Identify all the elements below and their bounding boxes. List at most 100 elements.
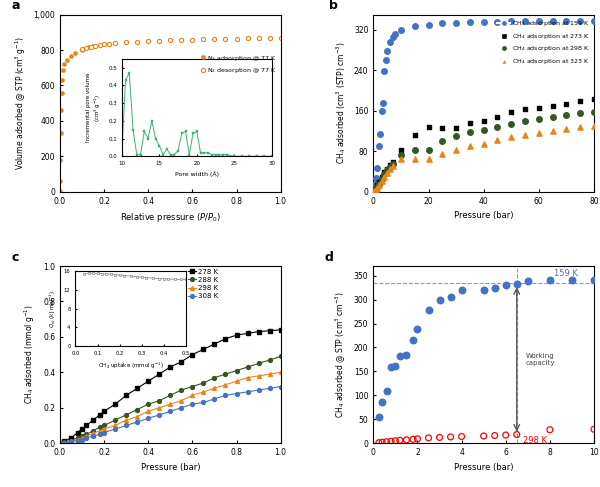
N$_2$ adsorption @ 77 K xyxy=(85,44,92,50)
278 K xyxy=(96,412,103,418)
N$_2$ adsorption @ 77 K xyxy=(58,107,65,113)
Point xyxy=(381,56,391,64)
Point xyxy=(377,177,386,185)
Point xyxy=(424,155,433,163)
Point xyxy=(545,277,554,284)
Point xyxy=(371,184,381,192)
Point xyxy=(512,431,521,438)
Point xyxy=(575,97,585,105)
Point xyxy=(385,162,395,169)
Point xyxy=(377,398,387,406)
Point xyxy=(437,19,447,27)
N$_2$ adsorption @ 77 K xyxy=(63,57,70,63)
288 K xyxy=(244,364,251,370)
N$_2$ desorption @ 77 K xyxy=(112,40,119,46)
Point xyxy=(377,107,386,114)
Point xyxy=(385,38,395,46)
288 K xyxy=(96,424,103,430)
298 K xyxy=(277,370,284,375)
Point xyxy=(534,129,544,137)
Point xyxy=(451,124,461,132)
Line: N$_2$ adsorption @ 77 K: N$_2$ adsorption @ 77 K xyxy=(58,36,283,193)
N$_2$ desorption @ 77 K xyxy=(167,37,174,43)
308 K xyxy=(211,396,218,402)
N$_2$ desorption @ 77 K xyxy=(200,37,207,42)
Point xyxy=(451,19,461,27)
Point xyxy=(493,113,502,121)
N$_2$ desorption @ 77 K xyxy=(92,43,99,49)
Point xyxy=(396,151,406,159)
308 K xyxy=(101,430,108,435)
288 K xyxy=(122,412,130,418)
308 K xyxy=(79,437,86,443)
308 K xyxy=(277,384,284,390)
298 K xyxy=(112,423,119,429)
288 K xyxy=(266,357,273,363)
Point xyxy=(589,109,599,116)
278 K xyxy=(101,409,108,414)
308 K xyxy=(200,399,207,405)
Point xyxy=(382,167,392,174)
Point xyxy=(374,180,383,187)
N$_2$ desorption @ 77 K xyxy=(87,44,94,50)
Point xyxy=(548,127,557,135)
Point xyxy=(589,95,599,103)
308 K xyxy=(74,438,81,444)
Point xyxy=(479,432,488,440)
Point xyxy=(386,437,396,445)
Point xyxy=(370,186,379,193)
Point xyxy=(410,146,419,153)
N$_2$ adsorption @ 77 K xyxy=(79,47,86,53)
Point xyxy=(386,363,396,371)
308 K xyxy=(83,435,90,441)
N$_2$ desorption @ 77 K xyxy=(79,46,86,52)
Point xyxy=(490,431,500,439)
N$_2$ desorption @ 77 K xyxy=(277,35,284,41)
N$_2$ adsorption @ 77 K xyxy=(211,36,218,42)
308 K xyxy=(67,439,74,445)
278 K xyxy=(83,423,90,429)
Point xyxy=(490,284,500,292)
Point xyxy=(382,165,392,173)
288 K xyxy=(83,431,90,437)
Point xyxy=(370,187,380,194)
Point xyxy=(382,47,392,55)
Text: 298 K: 298 K xyxy=(523,435,547,445)
N$_2$ adsorption @ 77 K xyxy=(167,37,174,43)
278 K xyxy=(233,332,240,338)
308 K xyxy=(167,409,174,414)
Point xyxy=(380,67,389,75)
Point xyxy=(465,19,475,26)
308 K xyxy=(178,405,185,411)
N$_2$ desorption @ 77 K xyxy=(101,41,108,47)
Point xyxy=(501,281,511,289)
Point xyxy=(369,188,379,196)
N$_2$ adsorption @ 77 K xyxy=(60,67,67,73)
Point xyxy=(370,187,380,195)
Point xyxy=(548,113,557,121)
Line: 278 K: 278 K xyxy=(58,328,283,445)
298 K xyxy=(89,431,97,436)
298 K xyxy=(255,373,262,379)
Point xyxy=(520,117,530,125)
278 K xyxy=(74,430,81,435)
298 K xyxy=(155,405,163,411)
N$_2$ desorption @ 77 K xyxy=(244,36,251,41)
Point xyxy=(382,438,391,446)
Point xyxy=(562,100,571,108)
Point xyxy=(370,180,380,188)
Point xyxy=(479,126,488,134)
Point xyxy=(373,184,382,191)
298 K xyxy=(233,378,240,384)
Point xyxy=(493,136,502,144)
N$_2$ adsorption @ 77 K xyxy=(200,37,207,42)
288 K xyxy=(79,433,86,439)
Point xyxy=(520,131,530,139)
Point xyxy=(391,437,400,445)
N$_2$ adsorption @ 77 K xyxy=(134,38,141,44)
Point xyxy=(410,22,419,30)
288 K xyxy=(112,417,119,423)
308 K xyxy=(145,415,152,421)
Point xyxy=(451,132,461,140)
Point xyxy=(371,185,381,193)
